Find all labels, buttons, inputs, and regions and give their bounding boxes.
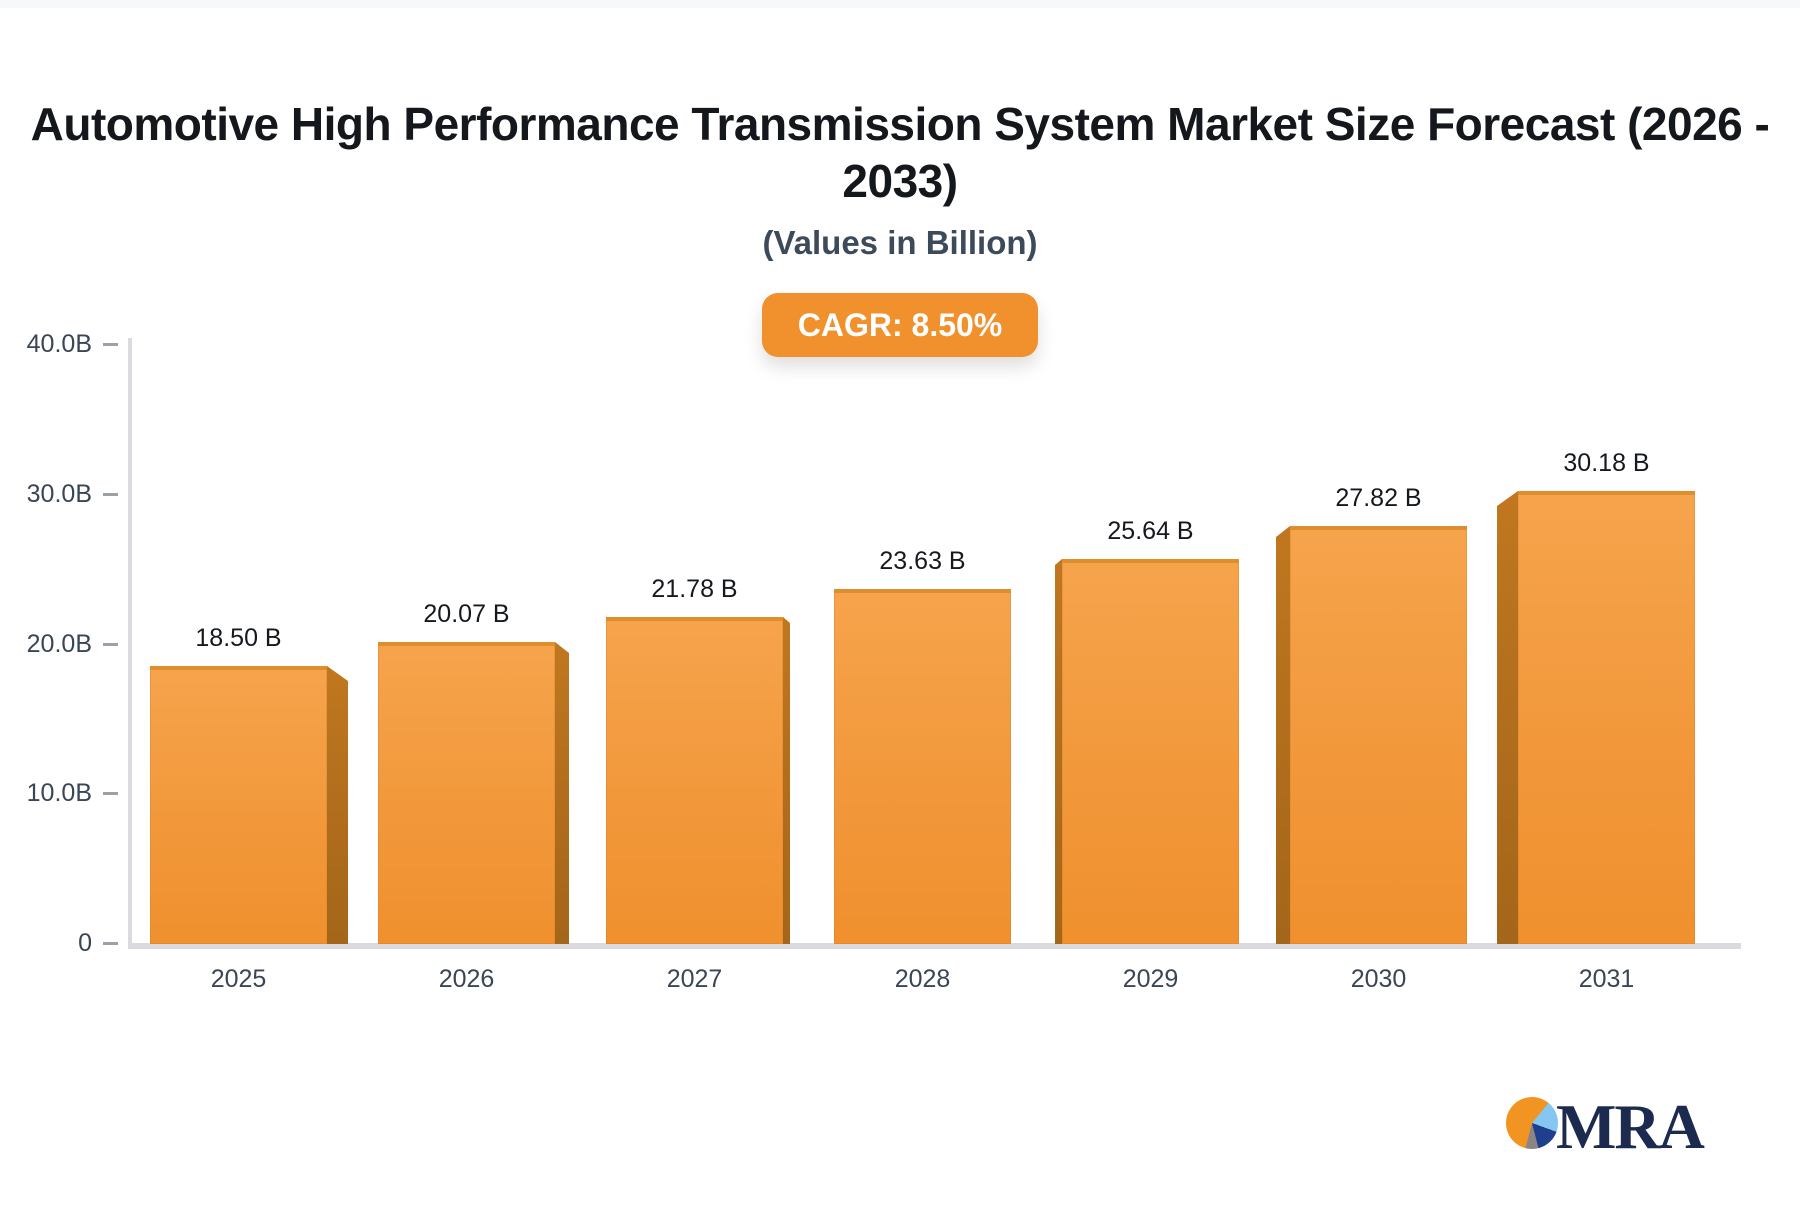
y-axis-label: 40.0B [26,330,92,358]
x-axis-label: 2030 [1350,965,1407,993]
y-axis-label: 20.0B [26,629,92,658]
bar-top-edge [834,589,1011,593]
bar-top-edge [606,617,783,621]
bar-value-label: 23.63 B [879,547,966,575]
bar[interactable] [378,642,555,944]
x-axis-label: 2029 [1122,965,1179,993]
y-axis-tick [103,942,118,945]
bar-side [1497,491,1518,944]
chart-title-line-2: 2033) [842,155,958,207]
bar-side [1055,559,1062,944]
bar[interactable] [1290,526,1467,944]
bar-side [1276,526,1290,944]
bar-top-edge [1518,491,1695,495]
bar-top-edge [1290,526,1467,530]
bar[interactable] [150,666,327,944]
x-axis-label: 2026 [438,965,495,993]
bar-top-edge [1062,559,1239,563]
bar-value-label: 27.82 B [1335,484,1422,512]
bar[interactable] [1518,491,1695,944]
x-axis-line [128,943,1741,949]
bar-top-edge [150,666,327,670]
y-axis-label: 30.0B [26,479,92,508]
chart-subtitle: (Values in Billion) [762,224,1038,261]
logo-text: MRA [1556,1091,1705,1162]
x-axis-label: 2027 [666,965,723,993]
cagr-badge: CAGR: 8.50% [761,293,1039,357]
bar-side [783,617,790,944]
bar-value-label: 21.78 B [651,575,738,603]
bar-side [327,666,348,944]
bar[interactable] [606,617,783,944]
y-axis-tick [103,642,118,646]
x-axis-label: 2025 [210,965,267,993]
x-axis-label: 2031 [1578,965,1635,993]
chart-heading: Automotive High Performance Transmission… [0,96,1800,357]
y-axis-label: 10.0B [26,779,92,808]
bar-value-label: 18.50 B [195,624,282,652]
bar-side [555,642,569,944]
bar[interactable] [834,589,1011,944]
y-axis-tick [103,792,118,796]
y-axis-tick [103,492,118,496]
bar[interactable] [1062,559,1239,944]
bar-value-label: 30.18 B [1563,449,1650,477]
bar-top-edge [378,642,555,646]
bar-value-label: 20.07 B [423,600,510,628]
bar-value-label: 25.64 B [1107,517,1194,545]
top-strip [0,0,1800,8]
y-axis-label: 0 [78,929,92,957]
logo-pie-icon [1506,1097,1558,1149]
chart-title-line-1: Automotive High Performance Transmission… [30,98,1770,150]
x-axis-label: 2028 [894,965,951,993]
y-axis-tick [103,343,118,346]
y-axis-line [128,338,132,949]
